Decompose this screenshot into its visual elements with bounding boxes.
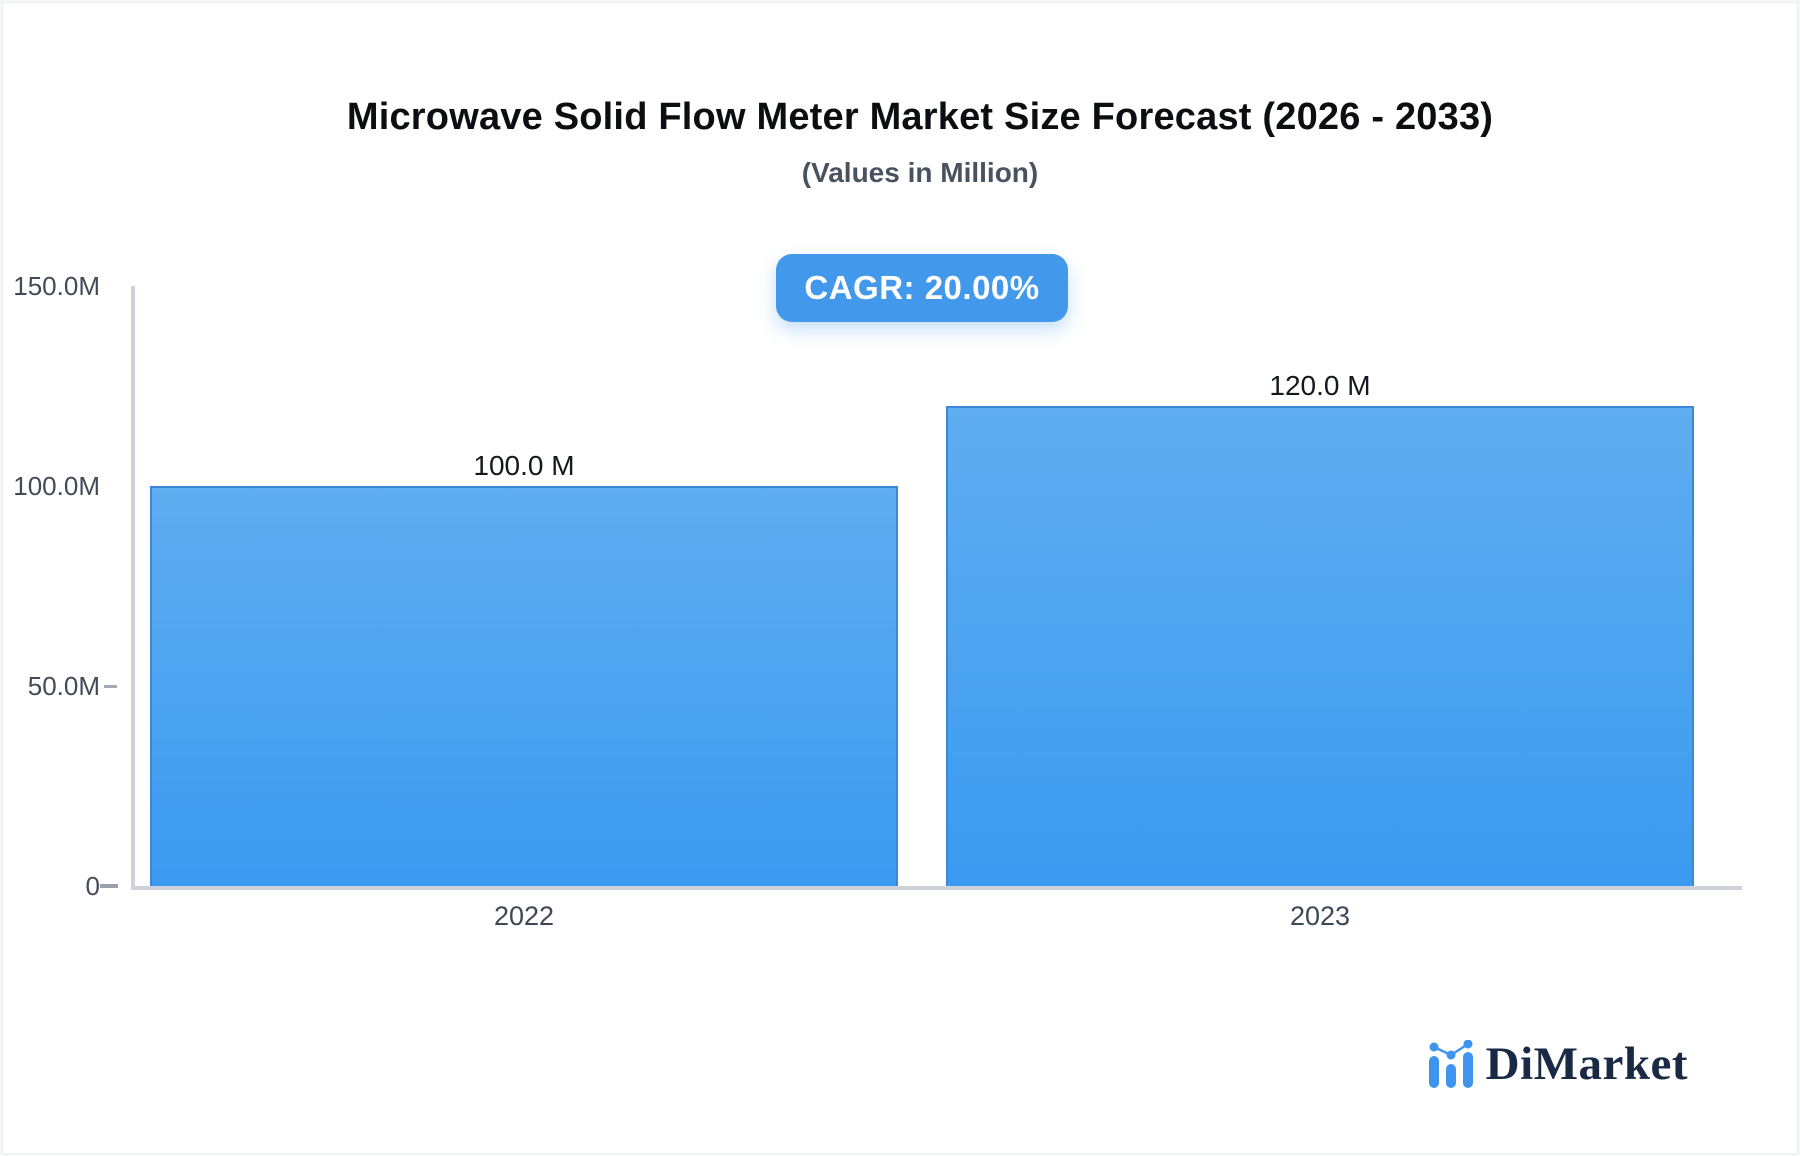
chart-title: Microwave Solid Flow Meter Market Size F… (346, 96, 1494, 138)
chart-header: Microwave Solid Flow Meter Market Size F… (40, 96, 1800, 189)
y-tick-label-150m: 150.0M (13, 271, 100, 301)
y-tick-label-100m: 100.0M (13, 471, 100, 501)
bar-2022[interactable] (150, 486, 898, 886)
x-category-label-2022: 2022 (493, 901, 555, 931)
y-tick-label-50m: 50.0M (27, 671, 100, 701)
bar-chart-trend-icon (1428, 1040, 1473, 1088)
x-category-label-2023: 2023 (1289, 901, 1351, 931)
dimarket-logo: DiMarket (1428, 1040, 1688, 1088)
bar-value-label-2022: 100.0 M (473, 450, 575, 481)
y-tick-mark-0 (100, 884, 118, 888)
logo-wordmark: DiMarket (1485, 1038, 1688, 1090)
cagr-badge: CAGR: 20.00% (776, 254, 1068, 322)
y-tick-mark-50m (104, 685, 117, 688)
cagr-badge-label: CAGR: 20.00% (804, 269, 1040, 306)
chart-subtitle: (Values in Million) (801, 157, 1039, 188)
y-axis-line (131, 286, 135, 890)
bar-2023[interactable] (946, 406, 1694, 886)
bar-value-label-2023: 120.0 M (1269, 370, 1371, 401)
y-tick-label-0: 0 (85, 871, 100, 901)
x-axis-line (131, 886, 1742, 890)
